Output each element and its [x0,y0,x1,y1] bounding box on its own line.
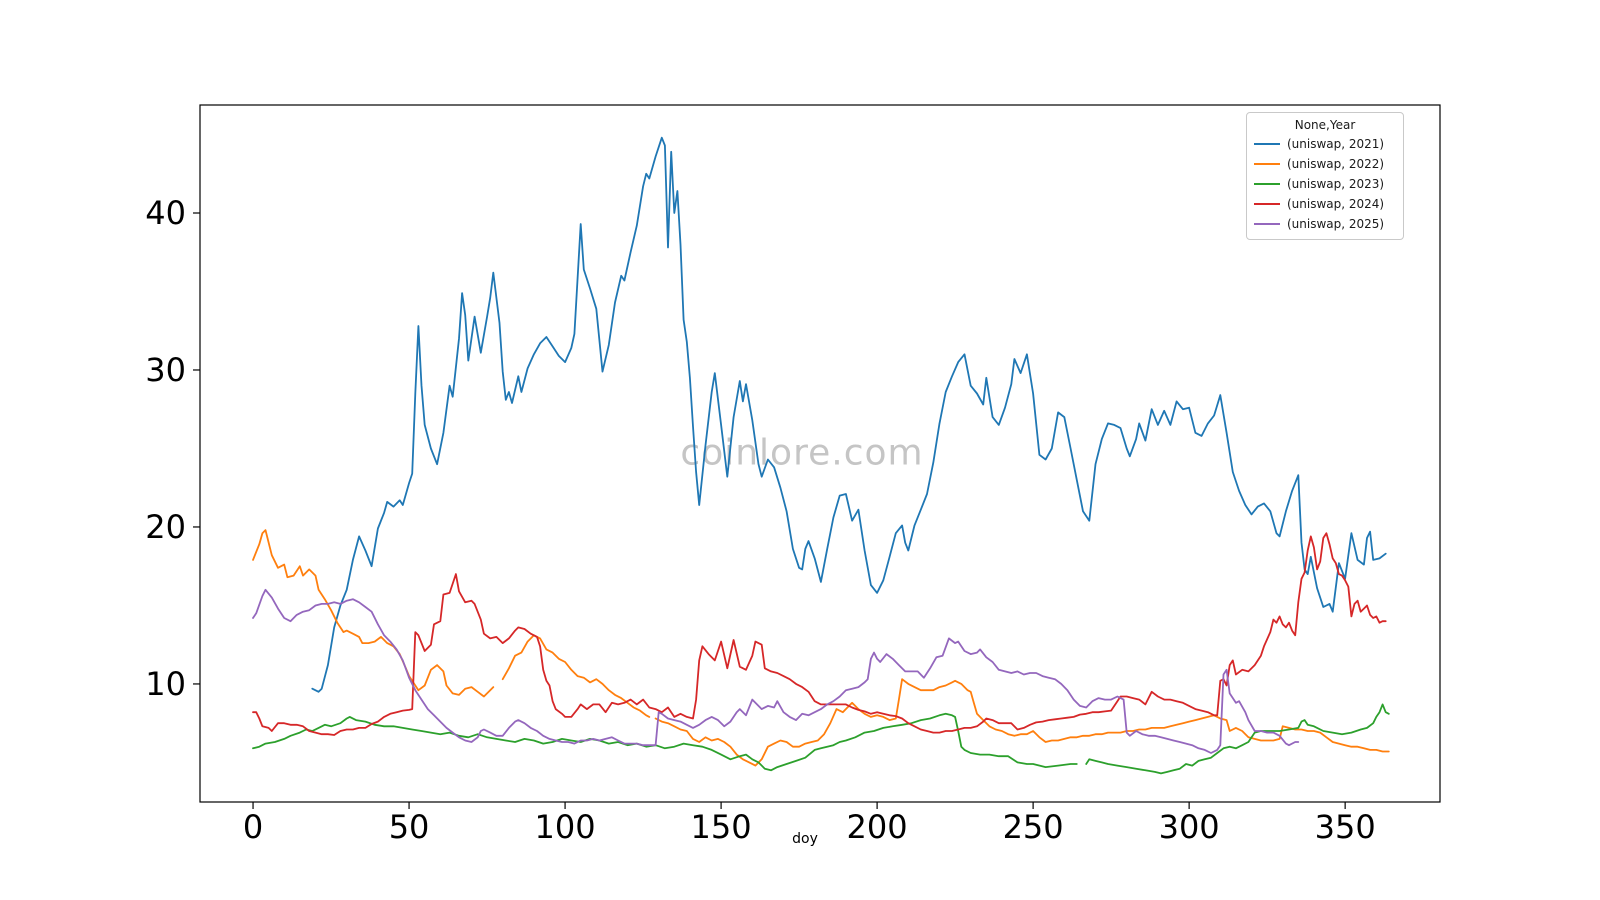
legend-label: (uniswap, 2023) [1287,177,1385,191]
series-line-uniswap-2022 [654,678,1390,767]
legend-item-uniswap-2025: (uniswap, 2025) [1254,214,1396,234]
legend-line-swatch [1254,183,1280,185]
series-line-uniswap-2022 [252,529,495,698]
y-tick-label: 30 [145,351,186,389]
legend-item-uniswap-2022: (uniswap, 2022) [1254,154,1396,174]
x-tick-label: 250 [1003,808,1064,846]
x-tick-label: 150 [691,808,752,846]
x-tick-label: 100 [535,808,596,846]
legend-line-swatch [1254,163,1280,165]
y-tick-label: 40 [145,194,186,232]
watermark: coinlore.com [680,432,924,474]
series-line-uniswap-2023 [252,712,1078,772]
legend-item-uniswap-2023: (uniswap, 2023) [1254,174,1396,194]
series-line-uniswap-2023 [1085,703,1390,775]
x-tick-label: 0 [243,808,263,846]
x-axis-label: doy [792,831,818,847]
series-line-uniswap-2024 [252,532,1387,736]
legend-title: None,Year [1294,118,1356,132]
series-line-uniswap-2021 [311,136,1387,693]
legend-label: (uniswap, 2024) [1287,197,1385,211]
plot-spines [199,104,1441,803]
x-tick-label: 200 [847,808,908,846]
legend-label: (uniswap, 2022) [1287,157,1385,171]
x-tick-label: 300 [1159,808,1220,846]
x-tick-label: 50 [389,808,430,846]
series-line-uniswap-2022 [501,634,651,718]
x-tick-label: 350 [1315,808,1376,846]
y-tick-label: 10 [145,665,186,703]
legend-label: (uniswap, 2025) [1287,217,1385,231]
legend-line-swatch [1254,203,1280,205]
y-tick-label: 20 [145,508,186,546]
legend-item-uniswap-2021: (uniswap, 2021) [1254,134,1396,154]
legend-line-swatch [1254,223,1280,225]
series-line-uniswap-2025 [252,588,1300,754]
legend-label: (uniswap, 2021) [1287,137,1385,151]
legend-item-uniswap-2024: (uniswap, 2024) [1254,194,1396,214]
legend: None,Year (uniswap, 2021) (uniswap, 2022)… [1246,112,1404,240]
legend-entries: (uniswap, 2021) (uniswap, 2022) (uniswap, … [1254,134,1396,234]
legend-line-swatch [1254,143,1280,145]
